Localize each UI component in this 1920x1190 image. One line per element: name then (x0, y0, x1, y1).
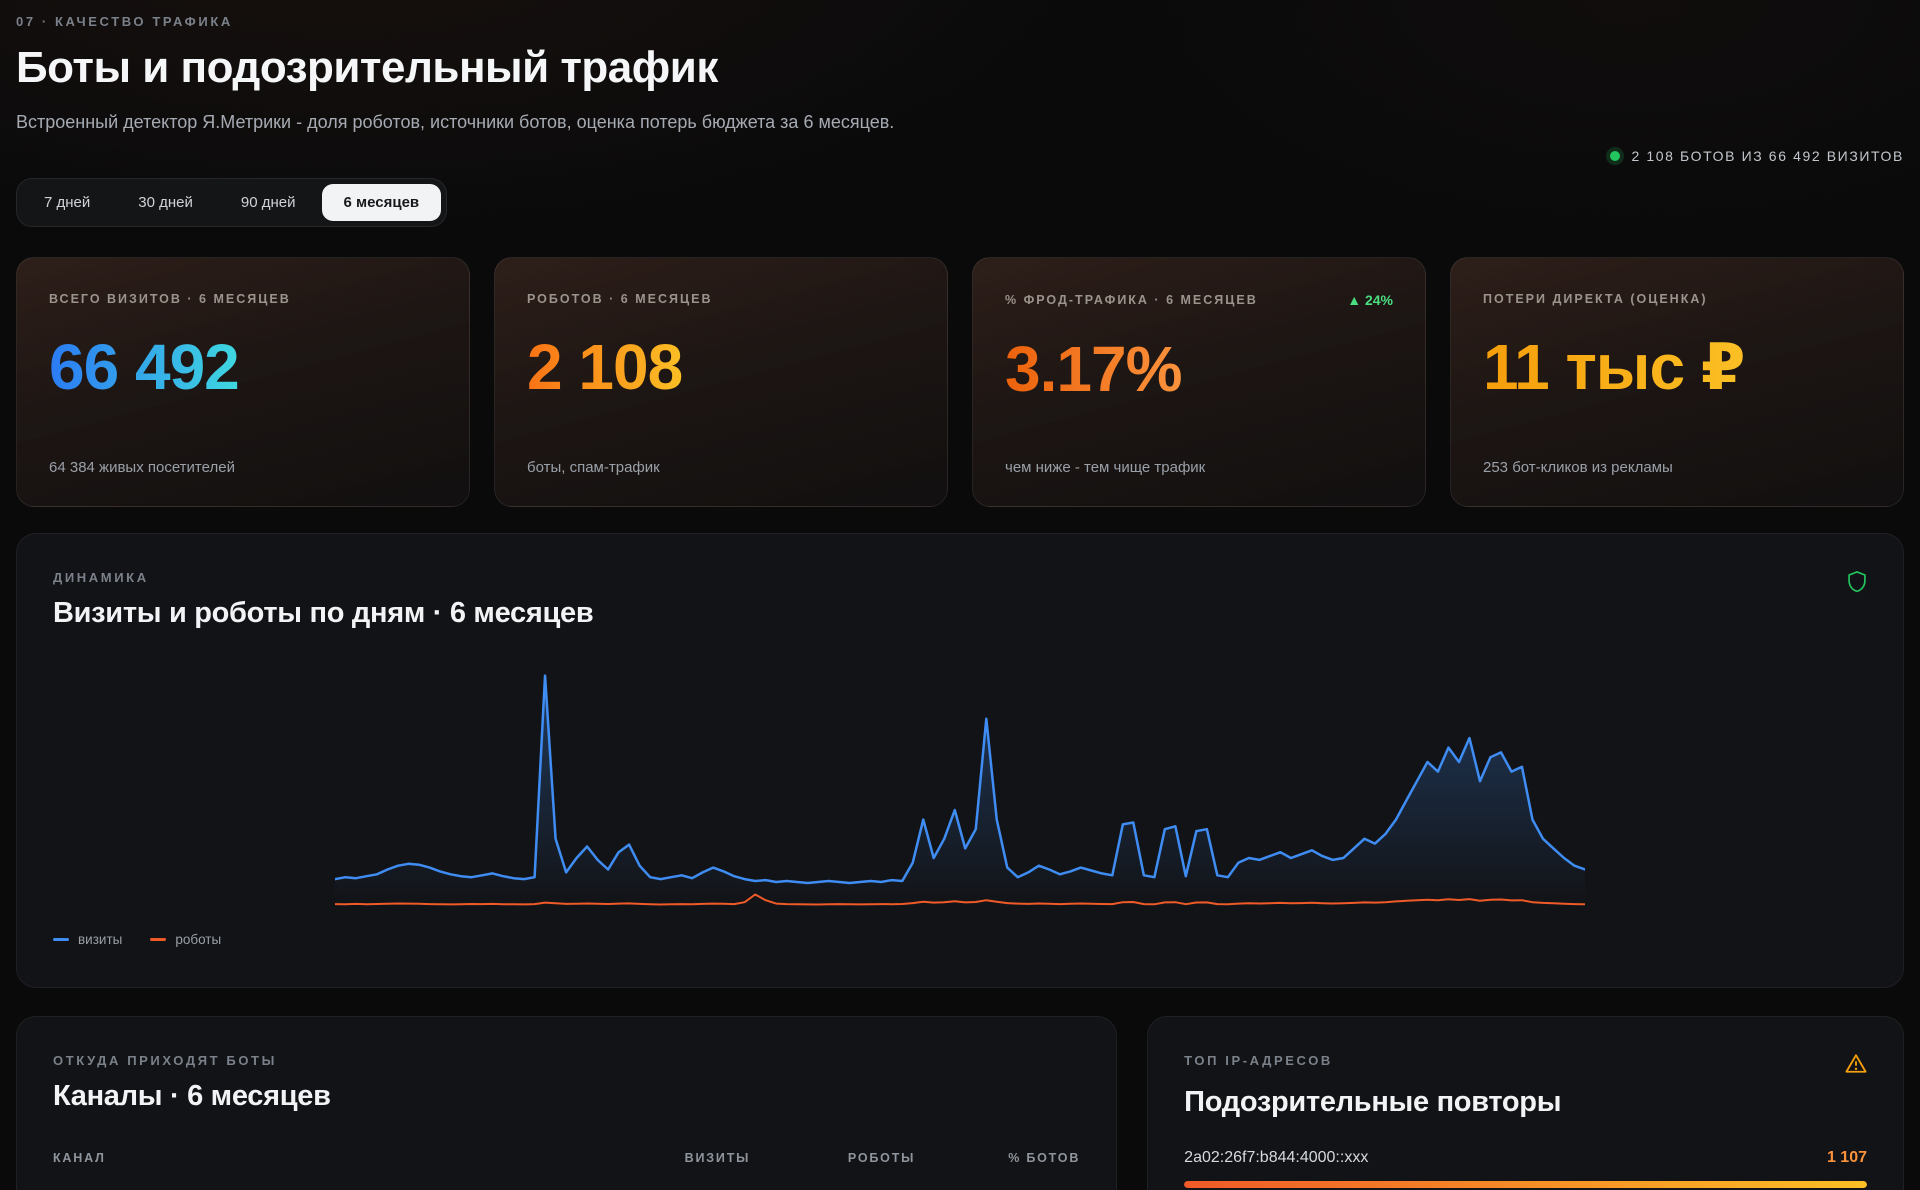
status-text: 2 108 БОТОВ ИЗ 66 492 ВИЗИТОВ (1631, 148, 1904, 164)
status-dot-icon (1609, 151, 1620, 161)
stat-cards: ВСЕГО ВИЗИТОВ · 6 МЕСЯЦЕВ 66 492 64 384 … (16, 256, 1904, 507)
card-fraud-percent: % ФРОД-ТРАФИКА · 6 МЕСЯЦЕВ ▲ 24% 3.17% ч… (972, 256, 1426, 507)
column-visits: ВИЗИТЫ (684, 1150, 751, 1165)
ip-row: 2a02:26f7:b844:4000::xxx 1 107 (1184, 1149, 1867, 1167)
channels-title: Каналы · 6 месяцев (53, 1079, 331, 1112)
direct-loss-value: 11 тыс ₽ (1483, 330, 1745, 403)
card-label: РОБОТОВ · 6 МЕСЯЦЕВ (527, 291, 713, 306)
column-channel: КАНАЛ (53, 1150, 106, 1165)
tab-7-days[interactable]: 7 дней (22, 184, 112, 221)
channels-panel: ОТКУДА ПРИХОДЯТ БОТЫ Каналы · 6 месяцев … (16, 1015, 1118, 1190)
ip-bar-fill (1184, 1180, 1867, 1188)
tab-6-months[interactable]: 6 месяцев (321, 183, 442, 221)
page-subtitle: Встроенный детектор Я.Метрики - доля роб… (16, 112, 895, 132)
column-bot-percent: % БОТОВ (1008, 1150, 1081, 1165)
robots-line-swatch (150, 937, 167, 941)
fraud-percent-value: 3.17% (1005, 332, 1182, 405)
chart-legend: визиты роботы (53, 932, 1867, 947)
ip-address: 2a02:26f7:b844:4000::xxx (1184, 1148, 1369, 1166)
page-header: 07 · КАЧЕСТВО ТРАФИКА Боты и подозритель… (16, 14, 1904, 164)
card-label: ПОТЕРИ ДИРЕКТА (ОЦЕНКА) (1483, 291, 1708, 306)
card-subtext: чем ниже - тем чище трафик (1005, 458, 1206, 476)
robots-value: 2 108 (527, 330, 683, 403)
card-robots: РОБОТОВ · 6 МЕСЯЦЕВ 2 108 боты, спам-тра… (494, 256, 948, 507)
card-total-visits: ВСЕГО ВИЗИТОВ · 6 МЕСЯЦЕВ 66 492 64 384 … (16, 256, 470, 507)
legend-label: роботы (175, 931, 222, 947)
card-label: ВСЕГО ВИЗИТОВ · 6 МЕСЯЦЕВ (49, 291, 291, 306)
dynamics-title: Визиты и роботы по дням · 6 месяцев (53, 596, 594, 629)
bots-status: 2 108 БОТОВ ИЗ 66 492 ВИЗИТОВ (1609, 148, 1904, 164)
card-subtext: боты, спам-трафик (527, 458, 660, 476)
dynamics-eyebrow: ДИНАМИКА (53, 569, 149, 585)
ip-count: 1 107 (1826, 1148, 1867, 1166)
visits-robots-chart[interactable] (335, 660, 1585, 912)
card-subtext: 64 384 живых посетителей (49, 458, 235, 476)
ip-bar-track (1184, 1180, 1867, 1188)
tab-90-days[interactable]: 90 дней (219, 184, 318, 221)
channels-table-header: КАНАЛ ВИЗИТЫ РОБОТЫ % БОТОВ (53, 1151, 1080, 1165)
legend-label: визиты (78, 931, 123, 947)
ips-title: Подозрительные повторы (1184, 1085, 1562, 1118)
legend-item-visits: визиты (53, 932, 122, 947)
shield-icon (1847, 570, 1867, 593)
tab-30-days[interactable]: 30 дней (116, 184, 215, 221)
section-eyebrow: 07 · КАЧЕСТВО ТРАФИКА (16, 14, 233, 29)
visits-line-swatch (53, 937, 69, 941)
ips-eyebrow: ТОП IP-АДРЕСОВ (1184, 1052, 1333, 1068)
ips-panel: ТОП IP-АДРЕСОВ Подозрительные повторы 2a… (1147, 1015, 1904, 1190)
channels-eyebrow: ОТКУДА ПРИХОДЯТ БОТЫ (53, 1052, 277, 1068)
dynamics-panel: ДИНАМИКА Визиты и роботы по дням · 6 мес… (16, 532, 1904, 988)
bottom-panels: ОТКУДА ПРИХОДЯТ БОТЫ Каналы · 6 месяцев … (16, 1015, 1904, 1190)
legend-item-robots: роботы (150, 932, 221, 947)
warning-icon (1845, 1053, 1867, 1074)
card-label: % ФРОД-ТРАФИКА · 6 МЕСЯЦЕВ (1005, 292, 1258, 307)
traffic-chart-svg[interactable] (335, 660, 1585, 912)
trend-up-badge: ▲ 24% (1347, 291, 1393, 308)
total-visits-value: 66 492 (49, 330, 240, 403)
card-subtext: 253 бот-кликов из рекламы (1483, 458, 1673, 476)
card-direct-loss: ПОТЕРИ ДИРЕКТА (ОЦЕНКА) 11 тыс ₽ 253 бот… (1450, 256, 1904, 507)
period-tabs: 7 дней 30 дней 90 дней 6 месяцев (16, 177, 448, 227)
page-title: Боты и подозрительный трафик (16, 43, 718, 92)
column-robots: РОБОТЫ (847, 1150, 916, 1165)
